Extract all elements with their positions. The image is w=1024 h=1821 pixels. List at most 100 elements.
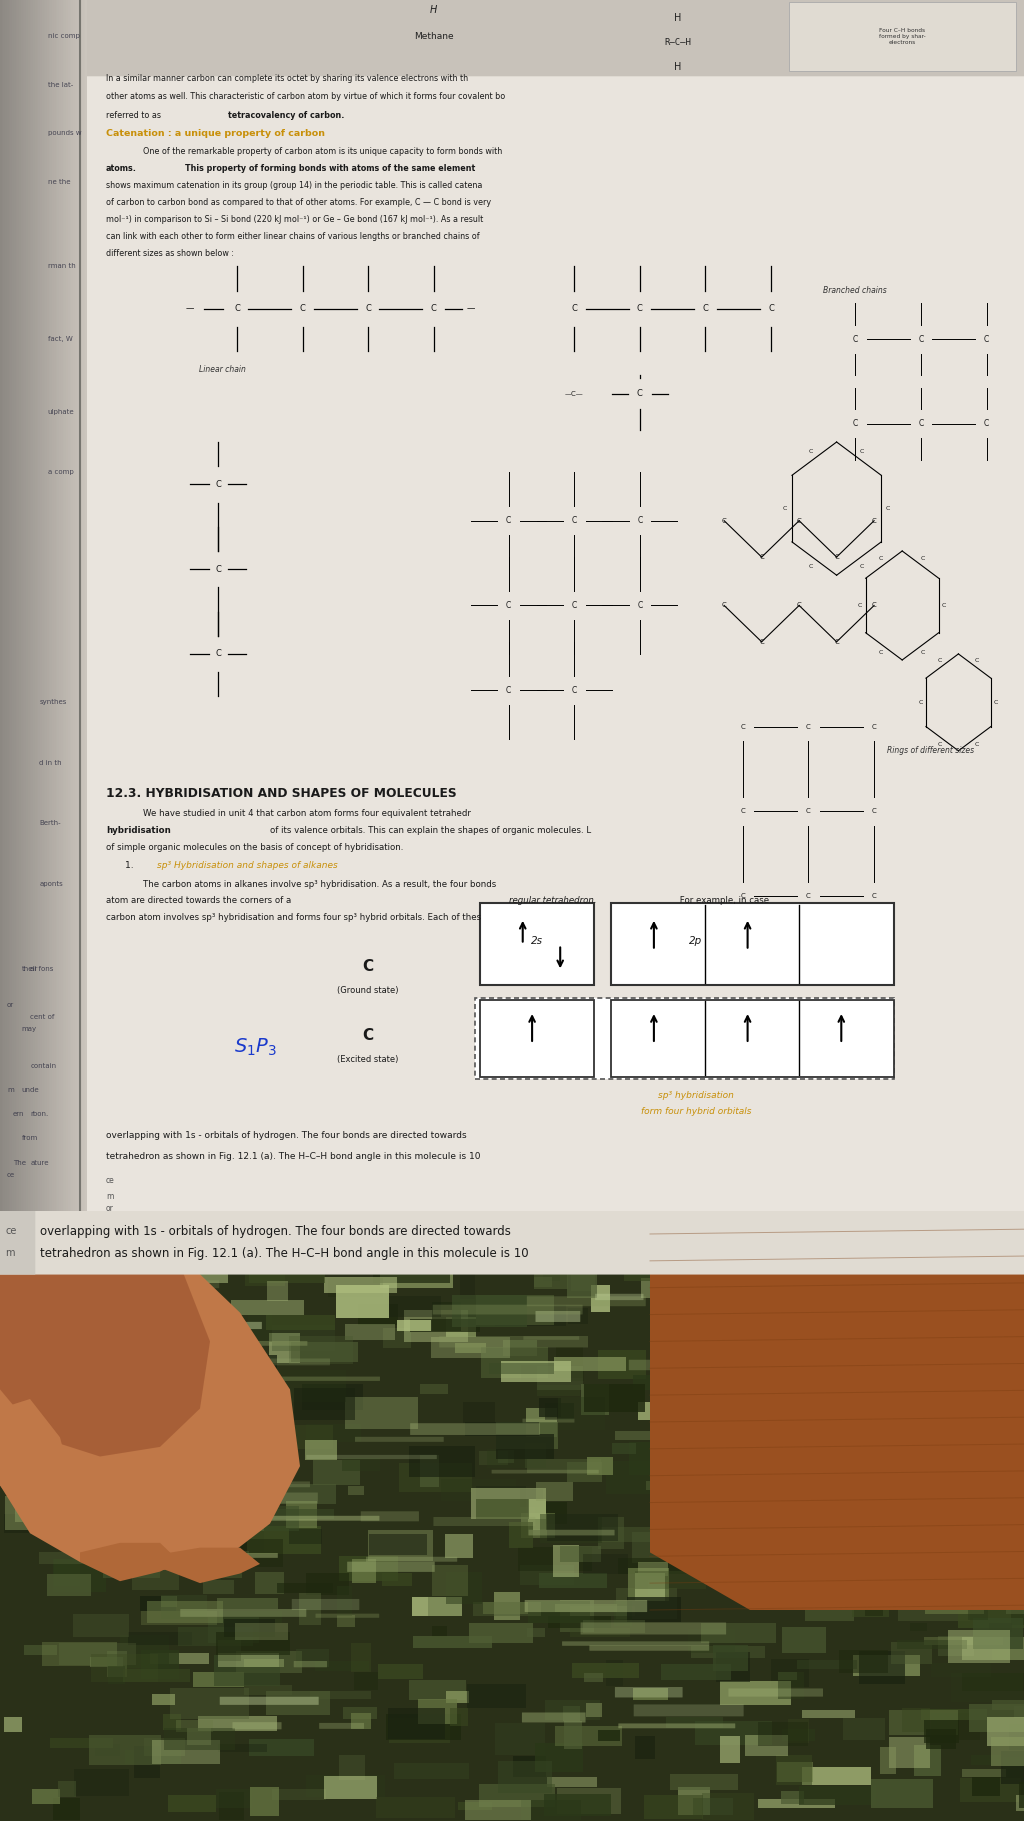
FancyBboxPatch shape — [71, 1366, 146, 1375]
FancyBboxPatch shape — [476, 1295, 554, 1326]
Bar — [61, 0, 62, 1211]
FancyBboxPatch shape — [991, 1701, 1024, 1710]
FancyBboxPatch shape — [460, 1266, 475, 1298]
FancyBboxPatch shape — [859, 1652, 905, 1684]
FancyBboxPatch shape — [411, 1424, 540, 1435]
FancyBboxPatch shape — [208, 1557, 242, 1577]
Text: referred to as: referred to as — [105, 111, 163, 120]
FancyBboxPatch shape — [232, 1723, 282, 1730]
FancyBboxPatch shape — [70, 1530, 105, 1539]
FancyBboxPatch shape — [115, 1501, 227, 1506]
FancyBboxPatch shape — [14, 1506, 76, 1522]
FancyBboxPatch shape — [972, 1777, 999, 1796]
FancyBboxPatch shape — [343, 1708, 377, 1719]
Bar — [72, 0, 73, 1211]
FancyBboxPatch shape — [758, 1721, 808, 1746]
Text: C: C — [835, 554, 839, 561]
FancyBboxPatch shape — [889, 1710, 957, 1735]
FancyBboxPatch shape — [480, 1222, 535, 1231]
Bar — [37, 0, 38, 1211]
Text: C: C — [942, 603, 946, 608]
FancyBboxPatch shape — [488, 1364, 554, 1375]
FancyBboxPatch shape — [831, 1439, 876, 1466]
FancyBboxPatch shape — [945, 1544, 1007, 1551]
FancyBboxPatch shape — [735, 1470, 797, 1493]
FancyBboxPatch shape — [638, 1562, 668, 1577]
Text: (Excited state): (Excited state) — [338, 1054, 398, 1063]
FancyBboxPatch shape — [612, 1442, 637, 1453]
FancyBboxPatch shape — [972, 1264, 990, 1287]
Text: mol⁻¹) in comparison to Si – Si bond (220 kJ mol⁻¹) or Ge – Ge bond (167 kJ mol⁻: mol⁻¹) in comparison to Si – Si bond (22… — [105, 215, 483, 224]
FancyBboxPatch shape — [684, 1229, 712, 1253]
FancyBboxPatch shape — [629, 1568, 669, 1601]
FancyBboxPatch shape — [981, 1451, 1024, 1473]
Text: C: C — [806, 809, 811, 814]
Text: their: their — [22, 965, 38, 972]
FancyBboxPatch shape — [458, 1803, 492, 1810]
FancyBboxPatch shape — [859, 1486, 877, 1497]
Text: m: m — [105, 1193, 114, 1200]
Text: C: C — [797, 603, 802, 608]
Bar — [68, 0, 70, 1211]
FancyBboxPatch shape — [889, 1737, 930, 1768]
FancyBboxPatch shape — [114, 1322, 262, 1329]
FancyBboxPatch shape — [386, 1714, 461, 1741]
FancyBboxPatch shape — [938, 1635, 974, 1655]
FancyBboxPatch shape — [1012, 1593, 1024, 1624]
FancyBboxPatch shape — [495, 1592, 520, 1619]
FancyBboxPatch shape — [568, 1307, 588, 1324]
FancyBboxPatch shape — [523, 1337, 580, 1340]
Bar — [30, 0, 32, 1211]
FancyBboxPatch shape — [528, 1499, 546, 1530]
FancyBboxPatch shape — [925, 1360, 1005, 1386]
FancyBboxPatch shape — [526, 1297, 646, 1306]
FancyBboxPatch shape — [209, 1462, 231, 1473]
Bar — [59, 0, 61, 1211]
FancyBboxPatch shape — [315, 1661, 369, 1670]
FancyBboxPatch shape — [925, 1579, 942, 1590]
FancyBboxPatch shape — [347, 1562, 435, 1572]
FancyBboxPatch shape — [765, 1491, 830, 1506]
FancyBboxPatch shape — [265, 1692, 331, 1715]
Text: of its valence orbitals. This can explain the shapes of organic molecules. L: of its valence orbitals. This can explai… — [269, 827, 591, 836]
FancyBboxPatch shape — [276, 1215, 316, 1227]
Bar — [35, 0, 37, 1211]
FancyBboxPatch shape — [925, 1273, 973, 1297]
FancyBboxPatch shape — [272, 1790, 327, 1799]
FancyBboxPatch shape — [958, 1406, 1021, 1437]
FancyBboxPatch shape — [796, 1366, 836, 1386]
FancyBboxPatch shape — [89, 1424, 109, 1442]
FancyBboxPatch shape — [248, 1313, 272, 1342]
FancyBboxPatch shape — [500, 1191, 566, 1220]
FancyBboxPatch shape — [97, 1282, 151, 1311]
FancyBboxPatch shape — [413, 1637, 493, 1648]
FancyBboxPatch shape — [633, 1375, 658, 1389]
FancyBboxPatch shape — [734, 1429, 756, 1450]
FancyBboxPatch shape — [987, 1717, 1024, 1746]
Text: from: from — [22, 1134, 38, 1142]
FancyBboxPatch shape — [251, 1786, 279, 1816]
FancyBboxPatch shape — [931, 1663, 991, 1677]
FancyBboxPatch shape — [245, 1358, 330, 1366]
FancyBboxPatch shape — [452, 1295, 526, 1328]
FancyBboxPatch shape — [1019, 1783, 1024, 1808]
FancyBboxPatch shape — [368, 1530, 433, 1561]
Text: shows maximum catenation in its group (group 14) in the periodic table. This is : shows maximum catenation in its group (g… — [105, 180, 482, 189]
FancyBboxPatch shape — [397, 1255, 441, 1266]
FancyBboxPatch shape — [891, 1326, 909, 1358]
FancyBboxPatch shape — [809, 1277, 844, 1297]
FancyBboxPatch shape — [972, 1502, 989, 1515]
FancyBboxPatch shape — [903, 1522, 930, 1544]
FancyBboxPatch shape — [694, 1721, 772, 1745]
Text: H: H — [674, 62, 681, 71]
FancyBboxPatch shape — [881, 1746, 896, 1774]
FancyBboxPatch shape — [336, 1284, 388, 1318]
FancyBboxPatch shape — [804, 1531, 834, 1546]
FancyBboxPatch shape — [306, 1573, 349, 1595]
FancyBboxPatch shape — [606, 1460, 665, 1493]
Text: C: C — [571, 515, 577, 524]
FancyBboxPatch shape — [554, 1357, 626, 1371]
FancyBboxPatch shape — [129, 1246, 172, 1264]
FancyBboxPatch shape — [342, 1457, 380, 1471]
FancyBboxPatch shape — [636, 1573, 665, 1601]
